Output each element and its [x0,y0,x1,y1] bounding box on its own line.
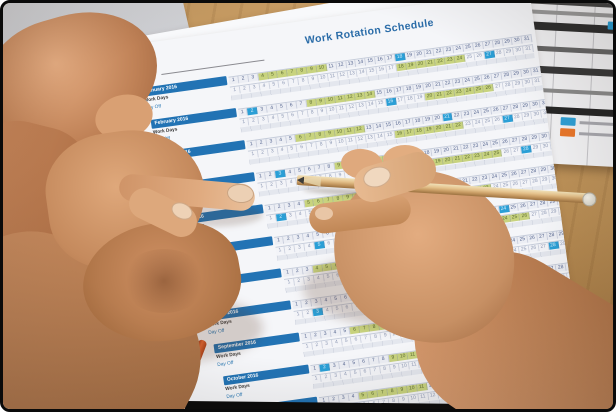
blue-cell [607,21,613,31]
day-cell: 23 [544,408,556,409]
pencil-lead [297,175,305,185]
day-off-label: Day Off [217,360,234,369]
legend-text [579,120,613,126]
legend-swatch [559,128,576,137]
legend-row [560,117,613,128]
legend-row [559,128,613,139]
day-off-label: Day Off [226,392,243,401]
day-cell: 31 [530,67,542,76]
right-index-fingernail [315,207,333,220]
work-days-label: Work Days [225,383,251,393]
legend-swatch [560,117,576,126]
day-cell: 31 [521,35,533,44]
legend-text [578,131,613,137]
left-fist-curl-shade [121,249,207,313]
